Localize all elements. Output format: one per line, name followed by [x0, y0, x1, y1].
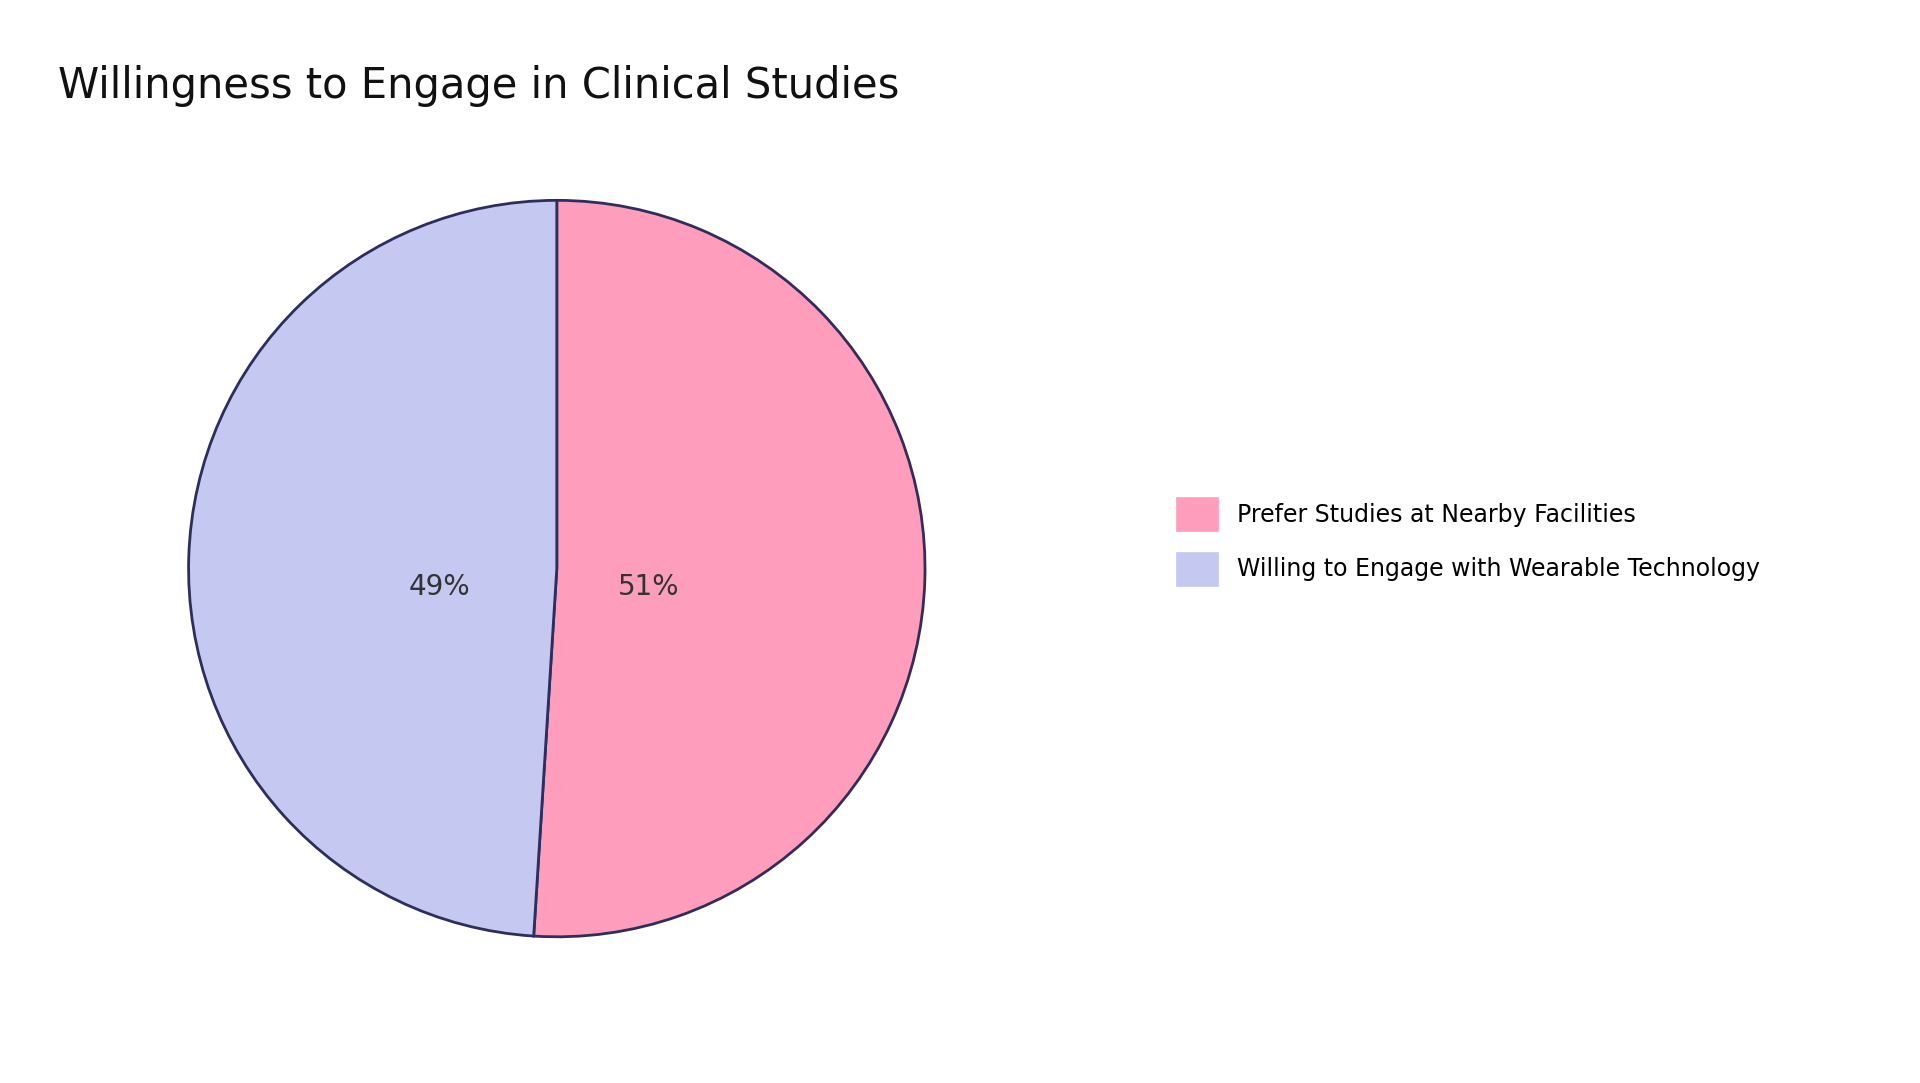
- Wedge shape: [188, 200, 557, 936]
- Text: 51%: 51%: [618, 573, 680, 601]
- Legend: Prefer Studies at Nearby Facilities, Willing to Engage with Wearable Technology: Prefer Studies at Nearby Facilities, Wil…: [1164, 485, 1772, 598]
- Text: Willingness to Engage in Clinical Studies: Willingness to Engage in Clinical Studie…: [58, 65, 899, 107]
- Wedge shape: [534, 200, 925, 937]
- Text: 49%: 49%: [409, 573, 470, 601]
